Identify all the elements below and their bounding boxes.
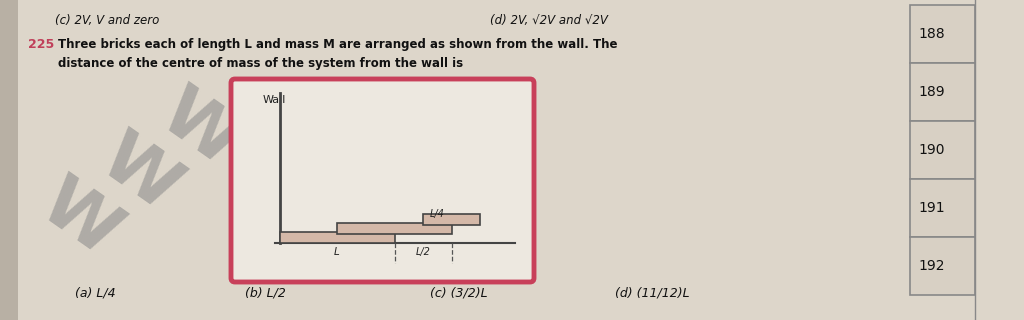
Bar bbox=[337, 223, 452, 234]
Text: 191: 191 bbox=[918, 201, 944, 215]
Bar bbox=[910, 237, 975, 295]
Text: 225: 225 bbox=[28, 38, 54, 51]
Text: 192: 192 bbox=[918, 259, 944, 273]
FancyBboxPatch shape bbox=[231, 79, 534, 282]
Text: 188: 188 bbox=[918, 27, 944, 41]
Text: (d) 2V, √2V and √2V: (d) 2V, √2V and √2V bbox=[490, 14, 608, 27]
Bar bbox=[910, 5, 975, 63]
Bar bbox=[910, 179, 975, 237]
Text: Three bricks each of length L and mass M are arranged as shown from the wall. Th: Three bricks each of length L and mass M… bbox=[58, 38, 617, 51]
Text: (d) (11/12)L: (d) (11/12)L bbox=[615, 286, 689, 299]
Bar bbox=[280, 232, 395, 243]
Text: W: W bbox=[28, 169, 132, 271]
Text: distance of the centre of mass of the system from the wall is: distance of the centre of mass of the sy… bbox=[58, 57, 463, 70]
Text: W: W bbox=[87, 124, 193, 226]
Text: 190: 190 bbox=[918, 143, 944, 157]
Text: L: L bbox=[334, 247, 340, 257]
Bar bbox=[0, 0, 18, 320]
Text: (c) 2V, V and zero: (c) 2V, V and zero bbox=[55, 14, 160, 27]
Text: (b) L/2: (b) L/2 bbox=[245, 286, 286, 299]
Text: W: W bbox=[147, 79, 253, 181]
Bar bbox=[910, 121, 975, 179]
Text: L/4: L/4 bbox=[429, 209, 444, 219]
Text: L/2: L/2 bbox=[416, 247, 430, 257]
Text: 189: 189 bbox=[918, 85, 944, 99]
Text: Wall: Wall bbox=[263, 95, 287, 105]
Bar bbox=[910, 63, 975, 121]
Text: (c) (3/2)L: (c) (3/2)L bbox=[430, 286, 487, 299]
Text: (a) L/4: (a) L/4 bbox=[75, 286, 116, 299]
Bar bbox=[423, 214, 480, 225]
